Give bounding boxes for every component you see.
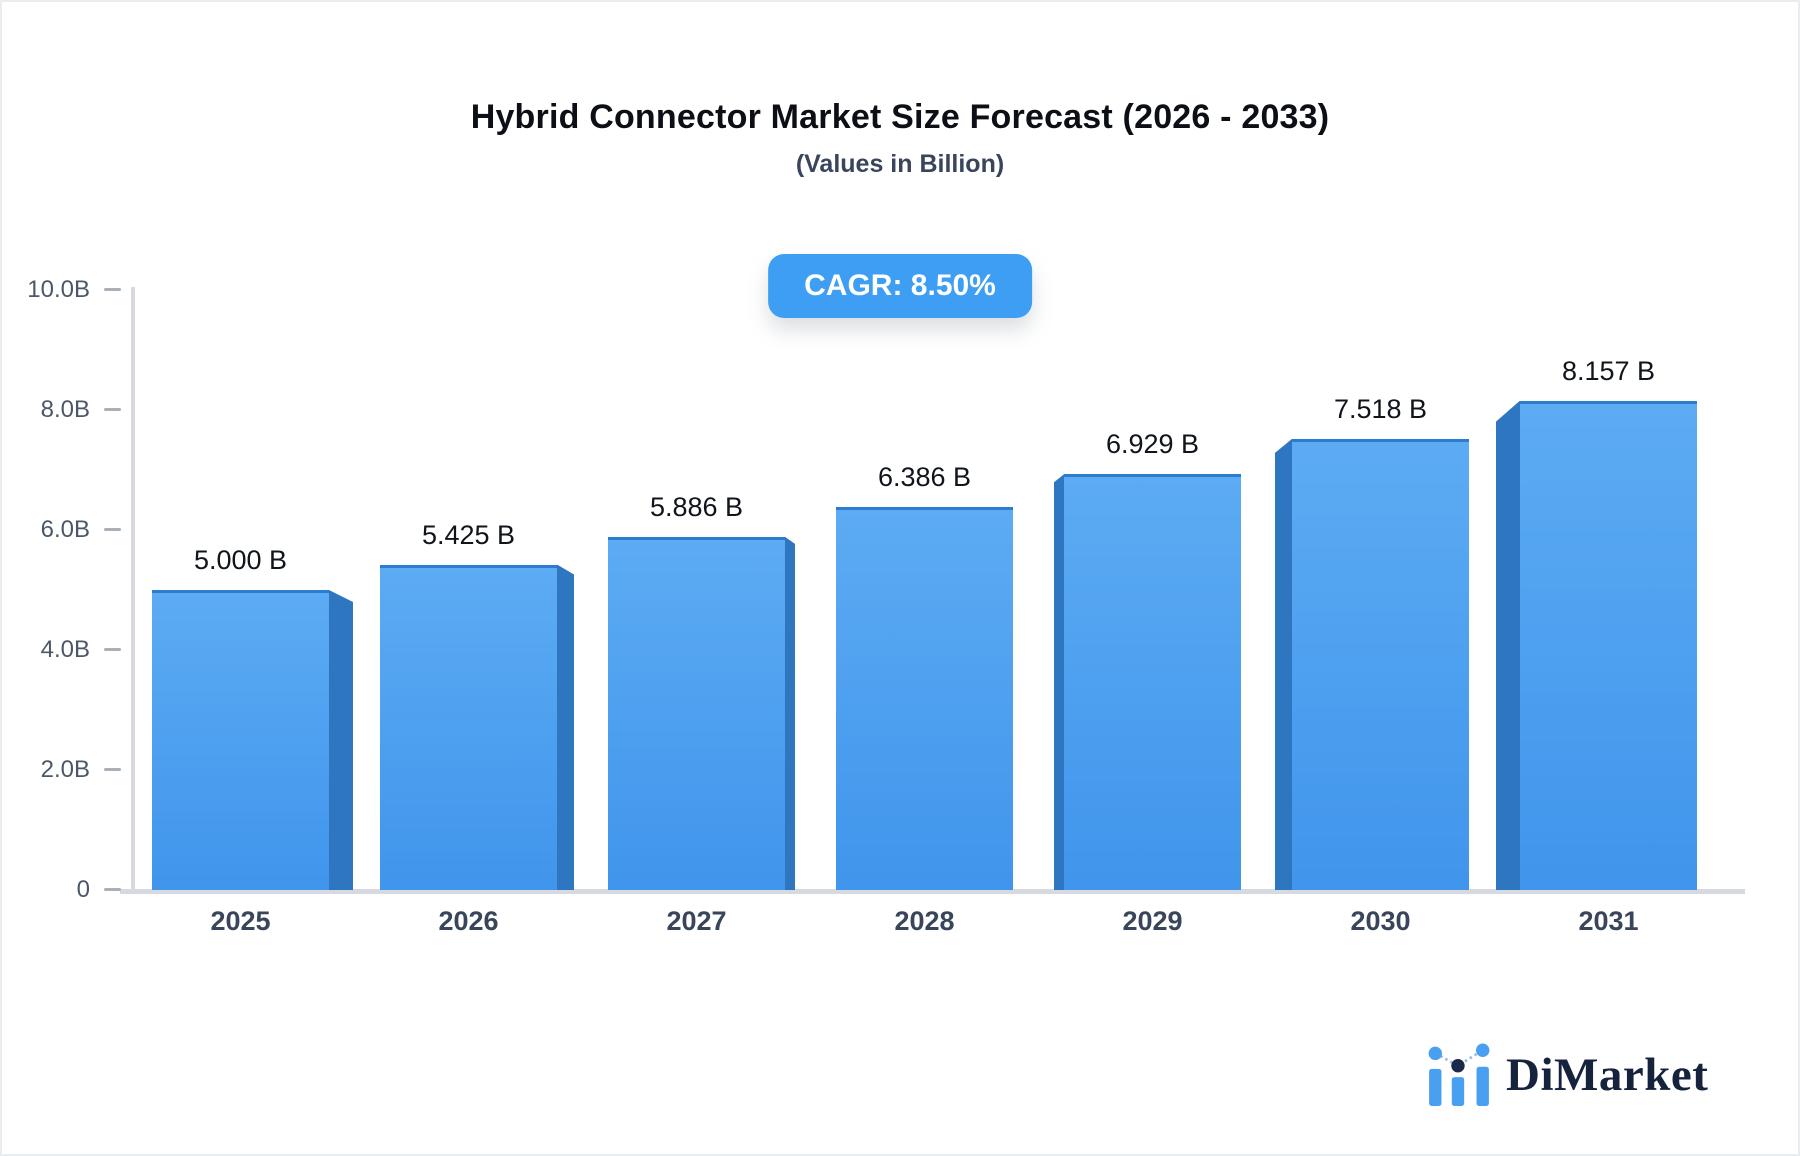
bar: [1520, 400, 1697, 890]
bar: [836, 506, 1013, 890]
bar-side-face: [785, 536, 795, 890]
y-axis-tick: [104, 768, 121, 771]
bar-side-face: [1275, 438, 1292, 890]
bar-value-label: 5.425 B: [421, 519, 516, 550]
x-axis-baseline: [120, 889, 1745, 894]
bar: [1064, 474, 1241, 890]
y-axis-tick-label: 0: [76, 876, 90, 903]
bar-value-label: 7.518 B: [1333, 393, 1428, 424]
y-axis-tick-label: 4.0B: [40, 636, 90, 663]
x-axis-label: 2029: [1122, 906, 1183, 936]
y-axis-tick-label: 10.0B: [27, 276, 90, 303]
chart-title: Hybrid Connector Market Size Forecast (2…: [470, 98, 1330, 136]
y-axis-tick-label: 2.0B: [40, 756, 90, 783]
y-axis-tick: [104, 288, 121, 291]
x-axis-label: 2028: [894, 906, 955, 936]
bar-value-label: 6.386 B: [877, 461, 972, 492]
y-axis-tick: [104, 528, 121, 531]
x-axis-label: 2030: [1350, 906, 1411, 936]
x-axis-label: 2027: [666, 906, 727, 936]
y-axis-tick-label: 8.0B: [40, 396, 90, 423]
bar-value-label: 8.157 B: [1561, 355, 1656, 386]
bar-value-label: 5.886 B: [649, 491, 744, 522]
x-axis-label: 2026: [438, 906, 499, 936]
bar: [608, 536, 785, 890]
y-axis-tick: [104, 648, 121, 651]
bar-value-label: 5.000 B: [193, 545, 288, 575]
y-axis-tick: [104, 408, 121, 411]
x-axis-label: 2031: [1578, 906, 1639, 936]
brand-name: DiMarket: [1506, 1049, 1709, 1101]
brand-logo: DiMarket: [1426, 1042, 1708, 1108]
bar-value-label: 6.929 B: [1105, 429, 1200, 460]
bar: [380, 564, 557, 890]
x-axis-label: 2025: [210, 906, 271, 936]
bar-side-face: [1496, 400, 1520, 890]
cagr-badge: CAGR: 8.50%: [768, 254, 1032, 318]
y-axis-tick: [104, 888, 121, 891]
bar-side-face: [1054, 474, 1064, 890]
chart-subtitle: (Values in Billion): [795, 150, 1005, 178]
bar-side-face: [329, 590, 353, 890]
mini-bar-chart-logo-icon: [1428, 1043, 1490, 1106]
bar: [1292, 438, 1469, 890]
bar: [152, 590, 329, 890]
y-axis-tick-label: 6.0B: [40, 516, 90, 543]
bar-side-face: [557, 564, 574, 890]
y-axis-line: [131, 287, 135, 894]
